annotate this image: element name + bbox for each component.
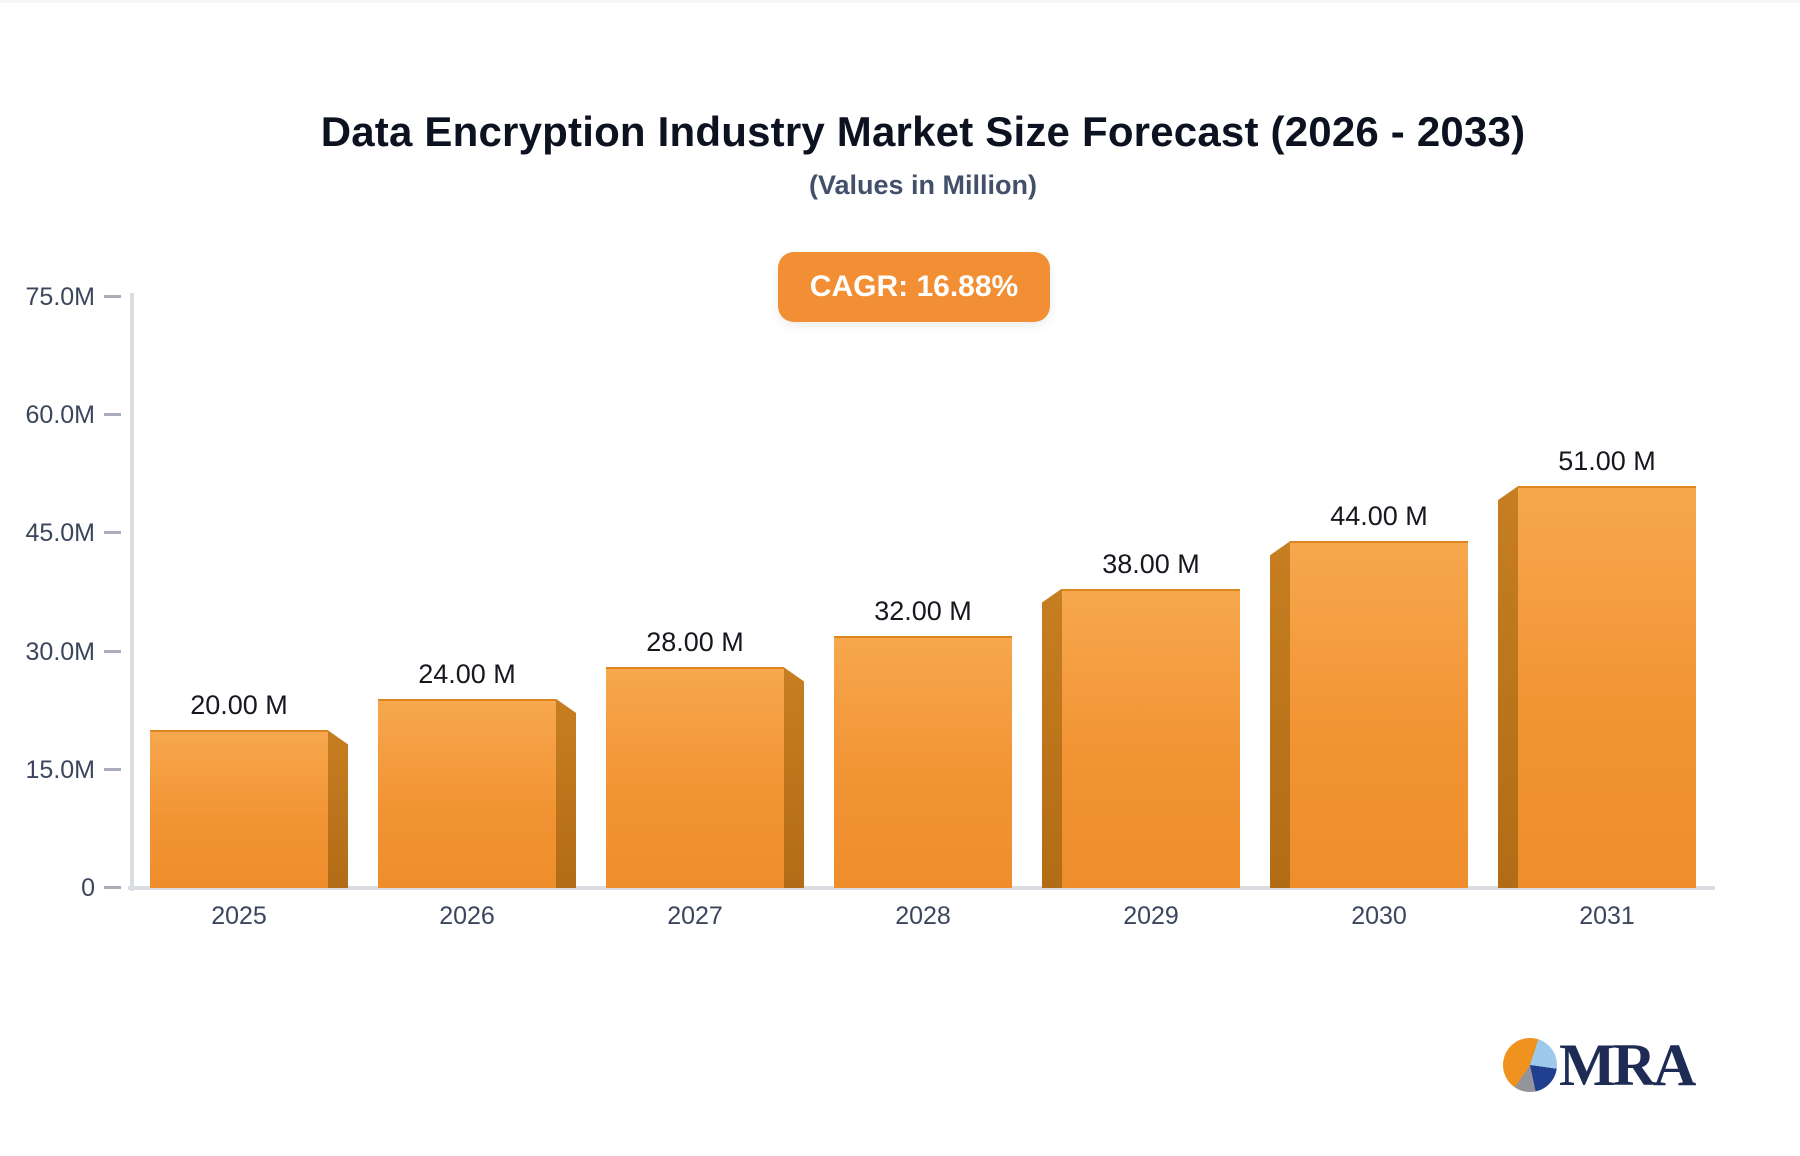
cagr-badge: CAGR: 16.88% [778,252,1050,322]
pie-chart-icon [1503,1038,1557,1092]
bar-value-label: 28.00 M [646,627,744,658]
y-tick-mark [104,413,121,417]
brand-logo-text: MRA [1559,1032,1696,1098]
bar-2026 [378,698,556,888]
bar-value-label: 24.00 M [418,658,516,689]
bar-2028 [834,635,1012,888]
top-edge-divider [0,0,1800,3]
bar-2029 [1062,588,1240,888]
y-tick-mark [104,531,121,535]
x-axis-label-2031: 2031 [1579,902,1635,930]
bar-value-label: 38.00 M [1102,548,1200,579]
chart-subtitle: (Values in Million) [808,170,1038,200]
bar-2025 [150,730,328,888]
x-axis-label-2028: 2028 [895,902,951,930]
bar-value-label: 20.00 M [190,690,288,721]
chart-header: Data Encryption Industry Market Size For… [46,108,1800,201]
bar-2027 [606,667,784,888]
y-tick-label: 0 [81,874,95,902]
bar-2030 [1290,541,1468,888]
y-tick-label: 60.0M [25,401,95,430]
x-axis-label-2026: 2026 [439,902,495,930]
bar-value-label: 51.00 M [1558,446,1656,477]
y-tick-mark [104,295,121,298]
y-tick-label: 15.0M [25,755,95,784]
x-axis-label-2027: 2027 [667,902,723,930]
bar-side-2030 [1270,541,1290,888]
bar-side-2031 [1498,486,1518,888]
bar-side-2026 [556,698,576,888]
brand-logo: MRA [1503,1032,1696,1098]
y-tick-label: 30.0M [25,637,95,666]
bar-side-2027 [784,667,804,888]
bar-value-label: 32.00 M [874,595,972,626]
x-axis-label-2025: 2025 [211,902,267,930]
y-tick-label: 75.0M [25,283,95,311]
bar-2031 [1518,486,1696,888]
x-axis-label-2030: 2030 [1351,902,1407,930]
bar-side-2029 [1042,588,1062,888]
y-tick-label: 45.0M [25,519,95,548]
y-tick-mark [104,649,121,653]
y-tick-mark [104,767,121,771]
chart-title: Data Encryption Industry Market Size For… [320,108,1526,155]
bar-value-label: 44.00 M [1330,501,1428,532]
x-axis-label-2029: 2029 [1123,902,1179,930]
y-axis-line [130,293,134,891]
cagr-badge-label: CAGR: 16.88% [809,270,1019,303]
x-axis-line [128,886,1715,890]
bar-side-2025 [328,730,348,888]
y-tick-mark [104,886,121,889]
